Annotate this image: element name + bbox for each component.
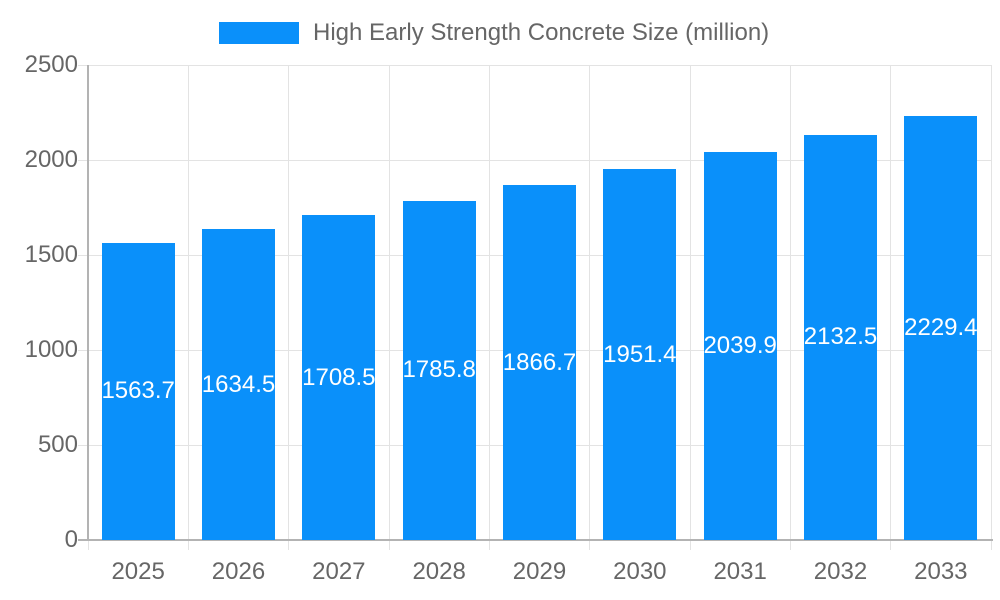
bar-2031[interactable] xyxy=(703,152,777,540)
x-axis-tick xyxy=(187,540,189,550)
y-axis-tick xyxy=(78,444,88,446)
legend-item[interactable]: High Early Strength Concrete Size (milli… xyxy=(219,21,769,45)
gridline-vertical xyxy=(689,65,691,540)
bar-2027[interactable] xyxy=(302,215,376,540)
bar-2028[interactable] xyxy=(402,200,476,540)
gridline-vertical xyxy=(388,65,390,540)
y-axis-tick xyxy=(78,159,88,161)
bar-2033[interactable] xyxy=(904,116,978,540)
x-axis-tick-label: 2025 xyxy=(111,558,165,585)
legend-swatch xyxy=(219,22,299,44)
x-axis-tick-label: 2026 xyxy=(211,558,266,585)
legend-label: High Early Strength Concrete Size (milli… xyxy=(313,19,770,46)
x-axis-tick-label: 2028 xyxy=(412,558,466,585)
y-axis-tick-label: 2000 xyxy=(24,146,78,173)
y-axis-tick-label: 0 xyxy=(64,526,78,553)
bar-2025[interactable] xyxy=(101,242,175,540)
y-axis-tick xyxy=(78,349,88,351)
x-axis-tick-label: 2027 xyxy=(312,558,366,585)
gridline-vertical xyxy=(789,65,791,540)
x-axis-tick-label: 2029 xyxy=(512,558,567,585)
y-axis-tick-label: 1000 xyxy=(24,336,78,363)
y-axis-tick-label: 2500 xyxy=(24,51,78,78)
x-axis-tick xyxy=(388,540,390,550)
x-axis-tick xyxy=(890,540,892,550)
gridline-horizontal xyxy=(88,159,991,161)
y-axis-tick-label: 1500 xyxy=(24,241,78,268)
gridline-vertical xyxy=(288,65,290,540)
y-axis-tick xyxy=(78,64,88,66)
gridline-vertical xyxy=(187,65,189,540)
bar-2029[interactable] xyxy=(503,185,576,540)
y-axis-line xyxy=(87,65,89,540)
gridline-horizontal xyxy=(88,64,991,66)
x-axis-tick xyxy=(990,540,992,550)
x-axis-tick xyxy=(288,540,290,550)
bar-2030[interactable] xyxy=(603,169,677,540)
gridline-vertical xyxy=(488,65,490,540)
x-axis-tick xyxy=(87,540,89,550)
gridline-vertical xyxy=(589,65,591,540)
x-axis-tick-label: 2030 xyxy=(613,558,667,585)
x-axis-tick xyxy=(589,540,591,550)
x-axis-tick-label: 2032 xyxy=(813,558,868,585)
x-axis-tick xyxy=(789,540,791,550)
x-axis-line xyxy=(78,539,993,541)
y-axis-tick-label: 500 xyxy=(37,431,78,458)
bar-2032[interactable] xyxy=(804,134,877,540)
gridline-vertical xyxy=(890,65,892,540)
gridline-vertical xyxy=(990,65,992,540)
x-axis-tick-label: 2031 xyxy=(713,558,767,585)
x-axis-tick xyxy=(689,540,691,550)
x-axis-tick-label: 2033 xyxy=(914,558,968,585)
x-axis-tick xyxy=(488,540,490,550)
bar-2026[interactable] xyxy=(202,229,275,540)
y-axis-tick xyxy=(78,254,88,256)
